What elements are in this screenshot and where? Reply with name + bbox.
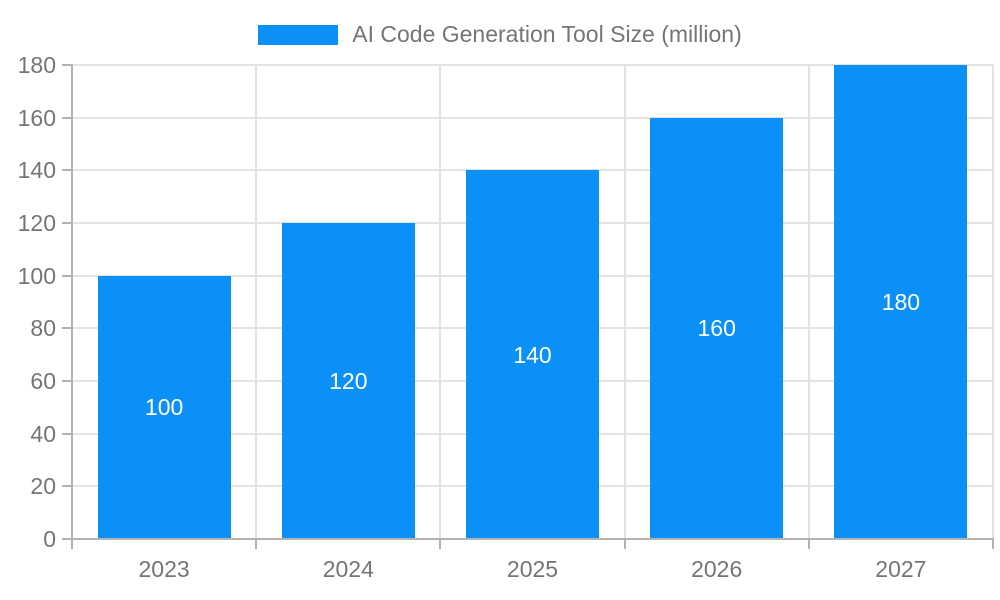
bar[interactable] [97,275,231,539]
h-gridline [72,64,993,66]
x-tick-label: 2024 [322,556,374,582]
bar[interactable] [650,117,784,539]
legend[interactable]: AI Code Generation Tool Size (million) [0,21,1000,48]
legend-label: AI Code Generation Tool Size (million) [352,21,742,47]
v-gridline [439,65,442,539]
y-tick-label: 20 [30,473,56,500]
y-tick-label: 120 [17,210,56,236]
y-tick [62,274,72,277]
y-tick [62,64,72,66]
bar[interactable] [466,170,599,539]
y-axis-line [71,64,73,549]
bar[interactable] [281,223,415,539]
bar-value-label: 180 [881,289,921,315]
y-tick-label: 140 [17,157,56,184]
v-gridline [807,65,810,539]
bar[interactable] [834,65,968,539]
y-tick [62,380,72,382]
x-tick-label: 2025 [506,556,559,582]
v-gridline [623,65,626,539]
y-tick-label: 0 [43,526,56,552]
bar-value-label: 100 [144,394,184,421]
y-tick-label: 40 [30,420,56,447]
y-tick [62,327,72,330]
x-tick [255,539,258,549]
bar-value-label: 160 [697,315,736,342]
y-tick [62,169,72,172]
y-tick [62,222,72,224]
bar-value-label: 120 [329,368,368,394]
bar-value-label: 140 [513,341,552,368]
v-gridline [992,65,994,539]
y-tick-label: 80 [30,315,56,342]
x-tick [992,539,994,549]
y-tick-label: 100 [17,262,56,289]
y-tick [62,485,72,488]
y-tick-label: 180 [17,52,56,78]
h-gridline [72,116,993,119]
x-tick [439,539,442,549]
y-tick [62,116,72,119]
y-tick [62,432,72,435]
x-tick [807,539,810,549]
x-tick [623,539,626,549]
legend-swatch [258,24,339,45]
v-gridline [255,65,258,539]
y-tick-label: 60 [30,368,56,394]
x-tick-label: 2026 [691,556,743,582]
x-axis-line [62,538,994,540]
x-tick-label: 2027 [875,556,927,582]
y-tick-label: 160 [17,104,56,131]
x-tick-label: 2023 [138,556,190,582]
